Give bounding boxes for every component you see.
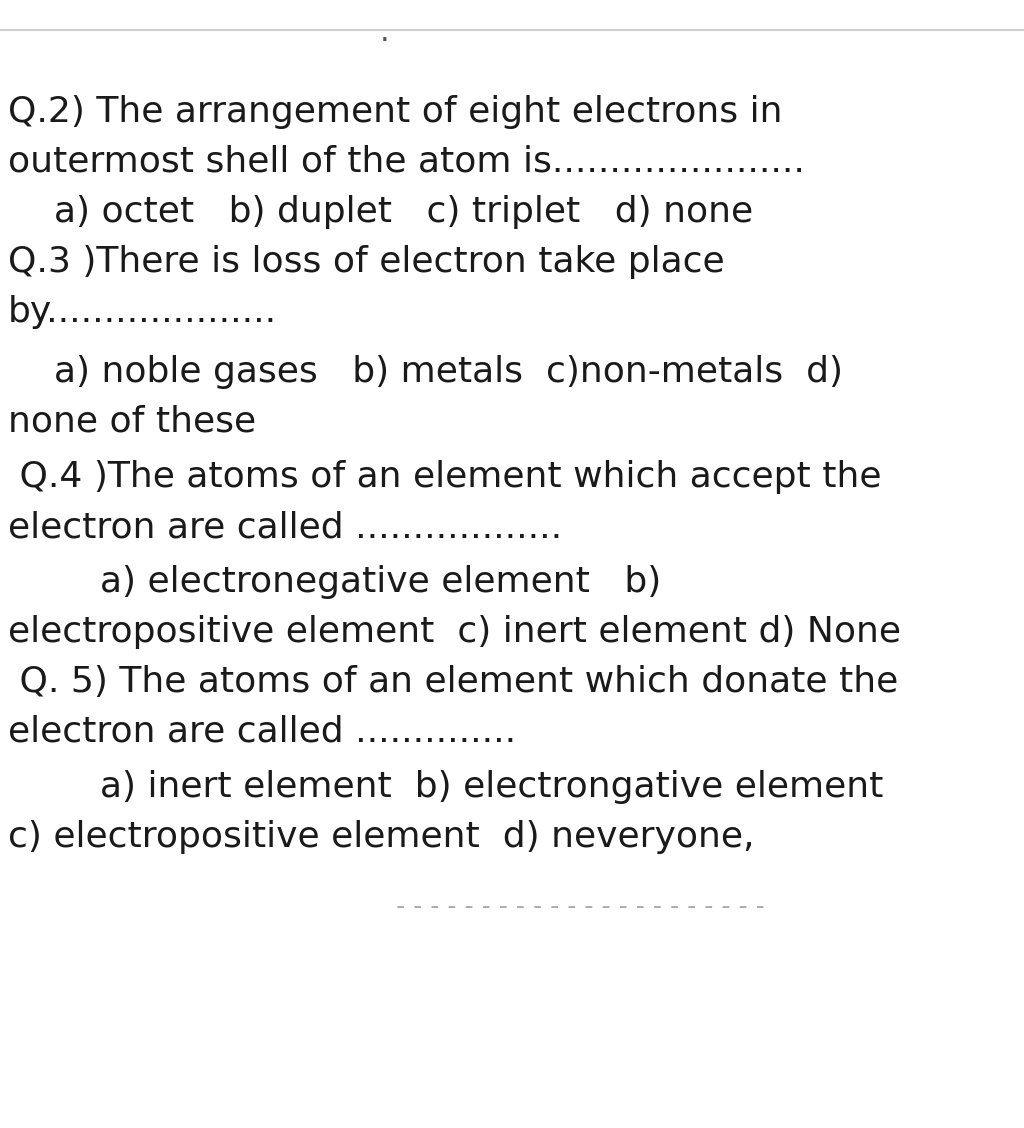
Text: Q. 5) The atoms of an element which donate the: Q. 5) The atoms of an element which dona…: [8, 666, 898, 699]
Text: .: .: [380, 18, 390, 47]
Text: electron are called ..............: electron are called ..............: [8, 715, 516, 749]
Text: a) octet   b) duplet   c) triplet   d) none: a) octet b) duplet c) triplet d) none: [8, 195, 753, 229]
Text: a) noble gases   b) metals  c)non-metals  d): a) noble gases b) metals c)non-metals d): [8, 355, 843, 389]
Text: electron are called ..................: electron are called ..................: [8, 510, 562, 544]
Text: - - - - - - - - - - - - - - - - - - - - - -: - - - - - - - - - - - - - - - - - - - - …: [395, 895, 764, 919]
Text: electropositive element  c) inert element d) None: electropositive element c) inert element…: [8, 615, 901, 649]
Text: c) electropositive element  d) neveryone,: c) electropositive element d) neveryone,: [8, 820, 755, 854]
Text: by....................: by....................: [8, 296, 278, 329]
Text: Q.3 )There is loss of electron take place: Q.3 )There is loss of electron take plac…: [8, 245, 725, 279]
Text: Q.2) The arrangement of eight electrons in: Q.2) The arrangement of eight electrons …: [8, 95, 782, 129]
Text: Q.4 )The atoms of an element which accept the: Q.4 )The atoms of an element which accep…: [8, 460, 882, 494]
Text: a) inert element  b) electrongative element: a) inert element b) electrongative eleme…: [8, 770, 884, 804]
Text: none of these: none of these: [8, 405, 256, 439]
Text: a) electronegative element   b): a) electronegative element b): [8, 565, 662, 599]
Text: outermost shell of the atom is......................: outermost shell of the atom is..........…: [8, 146, 805, 179]
